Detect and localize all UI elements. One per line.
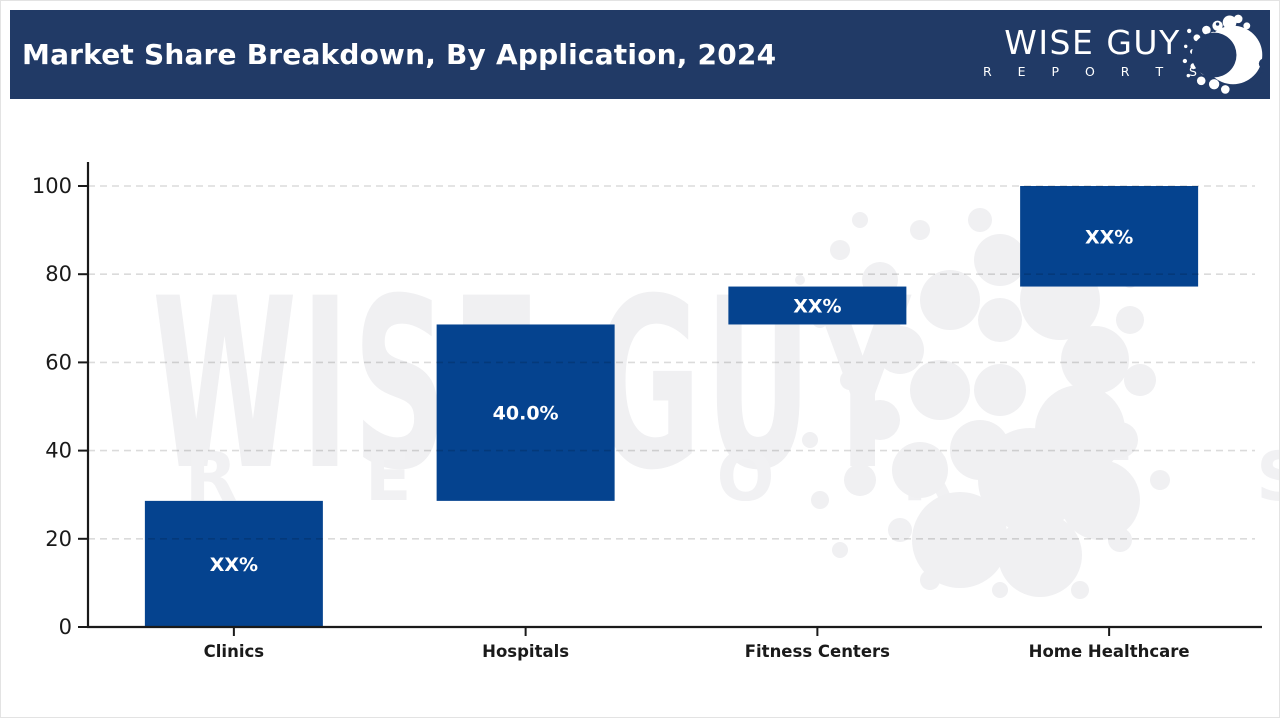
y-axis-tick-label: 20 xyxy=(45,527,72,551)
logo-wordmark: WISE GUY xyxy=(1004,23,1181,62)
logo-face-dots-icon xyxy=(1182,14,1264,94)
bar-value-label: XX% xyxy=(1085,226,1133,248)
x-axis-category-label: Hospitals xyxy=(482,642,569,661)
x-axis-category-label: Home Healthcare xyxy=(1029,642,1190,661)
x-axis-category-label: Clinics xyxy=(204,642,265,661)
logo-subtitle: R E P O R T S xyxy=(982,63,1208,79)
waterfall-bar xyxy=(728,286,907,325)
y-axis-tick-label: 100 xyxy=(32,174,72,198)
waterfall-bar xyxy=(144,500,323,627)
bar-value-label: XX% xyxy=(210,554,258,576)
page-title: Market Share Breakdown, By Application, … xyxy=(22,38,777,71)
logo-text: WISE GUY R E P O R T S xyxy=(977,23,1208,79)
waterfall-bar xyxy=(436,324,615,501)
x-axis-category-label: Fitness Centers xyxy=(745,642,890,661)
y-axis-tick-label: 0 xyxy=(59,615,72,639)
bar-value-label: XX% xyxy=(793,296,841,318)
wiseguy-logo: WISE GUY R E P O R T S xyxy=(983,10,1266,99)
header-bar: Market Share Breakdown, By Application, … xyxy=(10,10,1270,99)
y-axis-tick-label: 40 xyxy=(45,439,72,463)
y-axis-tick-label: 80 xyxy=(45,262,72,286)
y-axis-tick-label: 60 xyxy=(45,350,72,374)
waterfall-bar xyxy=(1020,186,1199,287)
bar-value-label: 40.0% xyxy=(493,403,559,425)
